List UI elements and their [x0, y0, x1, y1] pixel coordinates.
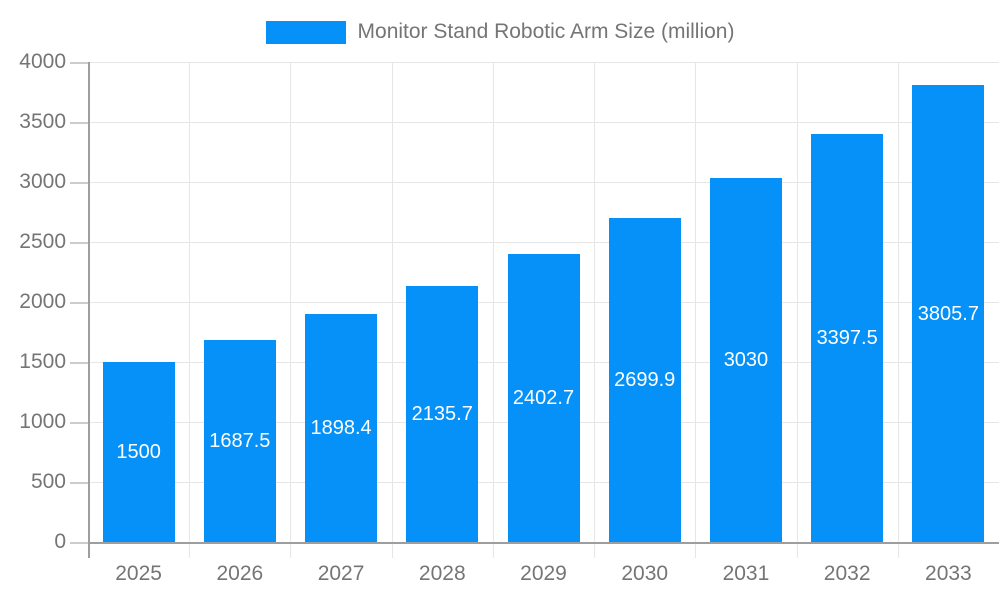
chart-legend[interactable]: Monitor Stand Robotic Arm Size (million) — [0, 20, 1000, 44]
bar[interactable] — [709, 178, 782, 542]
bar[interactable] — [305, 314, 378, 542]
bar[interactable] — [608, 218, 681, 542]
v-gridline — [897, 62, 899, 558]
y-tick-label: 3000 — [19, 170, 66, 193]
h-gridline — [88, 242, 999, 243]
y-tick-label: 1000 — [19, 410, 66, 433]
bar[interactable] — [102, 362, 175, 542]
bar[interactable] — [912, 85, 985, 542]
bar[interactable] — [811, 134, 884, 542]
x-tick-label: 2027 — [317, 562, 365, 585]
y-axis-tick — [70, 362, 88, 364]
legend-swatch-icon — [265, 20, 346, 44]
h-gridline — [88, 122, 999, 123]
x-tick-label: 2032 — [823, 562, 871, 585]
bar-value-label: 2699.9 — [614, 369, 676, 391]
x-tick-label: 2028 — [418, 562, 466, 585]
y-axis-tick — [70, 182, 88, 184]
y-tick-label: 0 — [54, 530, 66, 553]
bar[interactable] — [507, 253, 580, 542]
bar-value-label: 1898.4 — [310, 417, 372, 440]
bar-value-label: 3805.7 — [917, 302, 979, 325]
y-tick-label: 4000 — [19, 50, 66, 73]
y-tick-label: 2000 — [19, 290, 66, 313]
x-tick-label: 2025 — [115, 562, 162, 585]
h-gridline — [88, 62, 999, 63]
y-axis-tick — [70, 482, 88, 484]
y-axis-tick — [70, 302, 88, 304]
v-gridline — [492, 62, 494, 558]
y-axis-line — [88, 62, 90, 558]
v-gridline — [290, 62, 292, 558]
v-gridline — [695, 62, 697, 558]
y-tick-label: 3500 — [19, 110, 66, 133]
y-axis-tick — [70, 422, 88, 424]
h-gridline — [88, 182, 999, 183]
legend-label: Monitor Stand Robotic Arm Size (million) — [357, 20, 735, 43]
x-tick-label: 2030 — [621, 562, 669, 585]
v-gridline — [391, 62, 393, 558]
y-tick-label: 2500 — [19, 230, 66, 253]
bar-value-label: 2402.7 — [512, 386, 575, 409]
bar-value-label: 1687.5 — [209, 429, 271, 452]
y-tick-label: 500 — [30, 470, 66, 493]
v-gridline — [796, 62, 798, 558]
x-tick-label: 2033 — [925, 562, 972, 585]
v-gridline — [189, 62, 191, 558]
v-gridline — [594, 62, 596, 558]
x-tick-label: 2029 — [520, 562, 567, 585]
x-tick-label: 2031 — [722, 562, 770, 585]
y-axis-tick — [70, 242, 88, 244]
x-axis-line — [88, 542, 999, 544]
bar[interactable] — [406, 285, 479, 542]
bar[interactable] — [203, 339, 276, 542]
y-axis-tick — [70, 62, 88, 64]
bar-value-label: 3397.5 — [816, 327, 878, 350]
bar-value-label: 3030 — [723, 349, 769, 372]
y-tick-label: 1500 — [19, 350, 66, 373]
x-tick-label: 2026 — [216, 562, 264, 585]
bar-value-label: 1500 — [116, 441, 161, 463]
y-axis-tick — [70, 122, 88, 124]
bar-value-label: 2135.7 — [411, 402, 473, 425]
y-axis-tick — [70, 542, 88, 544]
